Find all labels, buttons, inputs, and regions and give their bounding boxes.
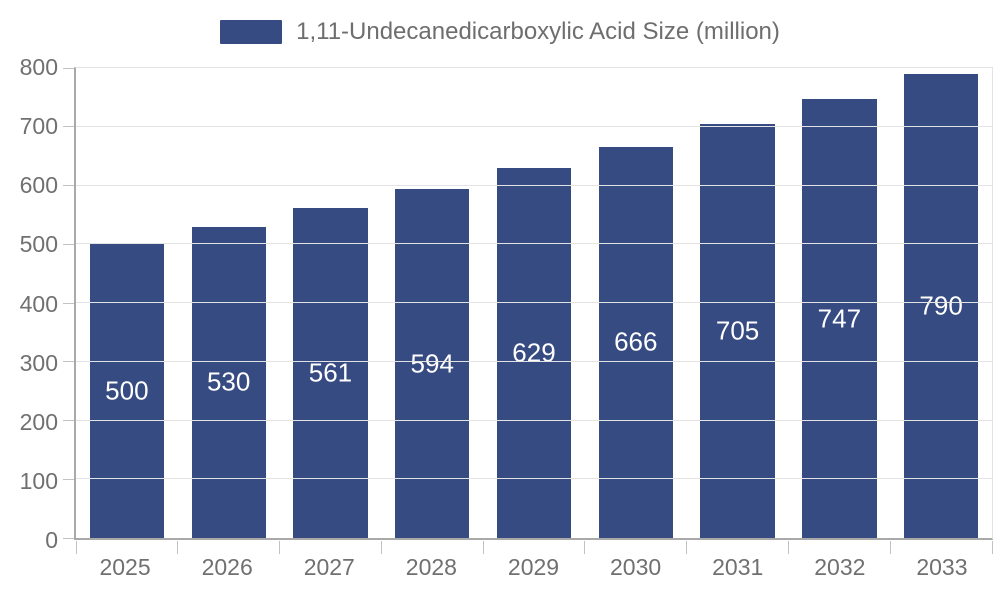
legend[interactable]: 1,11-Undecanedicarboxylic Acid Size (mil…	[0, 18, 1000, 46]
x-tick-label: 2032	[814, 554, 866, 580]
gridline	[76, 125, 992, 127]
x-axis-tick	[75, 541, 77, 554]
x-axis-tick	[584, 541, 586, 554]
bar-value-label: 666	[614, 326, 658, 357]
x-axis-tick	[279, 541, 281, 554]
bar-2026[interactable]: 530	[191, 226, 266, 538]
bar-value-label: 500	[105, 375, 149, 406]
y-tick-label: 400	[19, 290, 58, 317]
y-axis-tick	[63, 126, 74, 128]
bar-slot: 594	[381, 68, 483, 538]
bar-2031[interactable]: 705	[700, 123, 775, 538]
bar-slot: 500	[76, 68, 178, 538]
y-axis-tick	[63, 243, 74, 245]
y-tick-label: 500	[19, 231, 58, 258]
y-axis-tick	[63, 478, 74, 480]
bar-2033[interactable]: 790	[903, 73, 979, 538]
y-tick-label: 200	[19, 408, 58, 435]
x-axis: 2025 2026 2027 2028 2029 2030 2031 2032 2033	[74, 552, 993, 582]
bar-slot: 561	[280, 68, 382, 538]
bar-2028[interactable]: 594	[395, 189, 470, 538]
bar-value-label: 594	[410, 348, 454, 379]
bar-2032[interactable]: 747	[802, 99, 877, 538]
gridline	[76, 184, 992, 186]
bar-slot: 705	[687, 68, 789, 538]
bar-value-label: 561	[308, 357, 353, 388]
y-tick-label: 0	[45, 527, 58, 553]
bar-slot: 666	[585, 68, 687, 538]
gridline	[76, 302, 992, 303]
legend-swatch-icon	[220, 20, 283, 44]
x-axis-tick	[991, 541, 993, 554]
gridline	[76, 419, 992, 421]
y-tick-label: 300	[19, 349, 58, 376]
gridline	[76, 478, 992, 480]
gridline	[76, 360, 992, 362]
bar-value-label: 629	[512, 337, 556, 368]
y-tick-label: 700	[19, 113, 58, 140]
y-axis-tick	[63, 67, 74, 69]
x-tick-label: 2025	[99, 554, 151, 580]
bar-value-label: 790	[919, 290, 963, 321]
x-tick-label: 2026	[201, 554, 253, 580]
y-tick-label: 600	[19, 172, 58, 199]
x-axis-tick	[686, 541, 688, 554]
y-axis-tick	[63, 420, 74, 421]
x-axis-tick	[889, 541, 891, 554]
bar-value-label: 530	[206, 366, 251, 397]
y-axis-tick	[63, 302, 74, 304]
y-axis: 0 100 200 300 400 500 600 700 800	[0, 54, 58, 553]
bar-slot: 747	[788, 68, 890, 538]
bar-slot: 790	[890, 68, 992, 538]
x-axis-tick	[482, 541, 484, 554]
bars-container: 500 530 561 594 629 666 705 747 790	[76, 68, 992, 538]
x-tick-label: 2029	[507, 554, 560, 580]
legend-label: 1,11-Undecanedicarboxylic Acid Size (mil…	[296, 18, 780, 45]
x-axis-tick	[787, 541, 789, 554]
plot-area: 500 530 561 594 629 666 705 747 790	[63, 67, 993, 554]
x-tick-label: 2033	[916, 554, 968, 580]
bar-slot: 530	[178, 68, 280, 538]
bar-value-label: 705	[715, 315, 760, 346]
bar-value-label: 747	[817, 303, 862, 334]
x-tick-label: 2027	[303, 554, 355, 580]
x-axis-tick	[177, 541, 179, 554]
y-axis-tick	[63, 537, 74, 539]
gridline	[76, 243, 992, 245]
y-axis-tick	[63, 185, 74, 186]
bar-2029[interactable]: 629	[496, 168, 572, 538]
y-tick-label: 800	[19, 54, 58, 80]
x-tick-label: 2028	[405, 554, 457, 580]
y-tick-label: 100	[19, 467, 58, 494]
bar-slot: 629	[483, 68, 585, 538]
bar-2025[interactable]: 500	[89, 244, 165, 538]
x-tick-label: 2030	[610, 554, 662, 580]
x-axis-tick	[380, 541, 382, 554]
bar-2027[interactable]: 561	[293, 208, 368, 538]
bar-2030[interactable]: 666	[598, 146, 673, 538]
x-tick-label: 2031	[712, 554, 764, 580]
y-axis-tick	[63, 361, 74, 363]
